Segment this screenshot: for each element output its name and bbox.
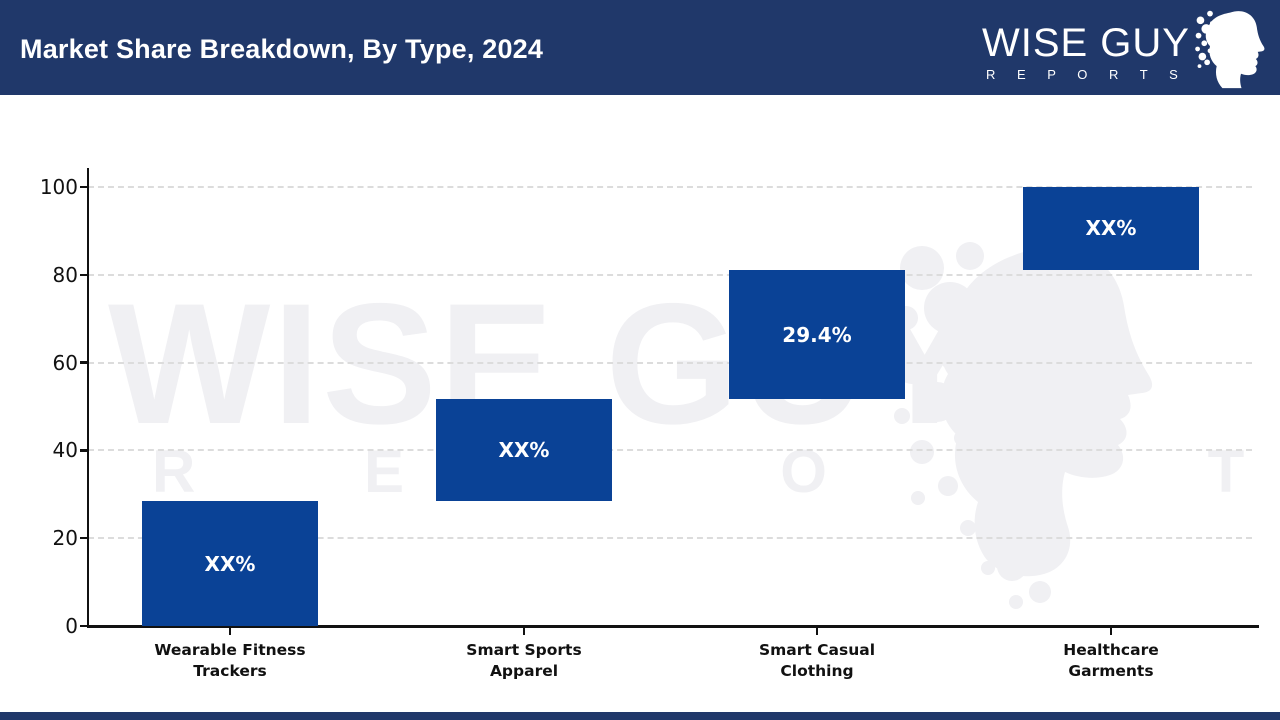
bar-segment: XX% [1023, 187, 1199, 270]
y-gridline [88, 361, 1252, 364]
wiseguy-face-icon [1195, 10, 1265, 89]
y-tick-label: 80 [52, 262, 78, 287]
y-gridline [88, 273, 1252, 276]
x-axis-line [86, 625, 1259, 628]
y-gridline [88, 537, 1252, 540]
bar-segment: 29.4% [729, 269, 905, 400]
header-bar: Market Share Breakdown, By Type, 2024 WI… [0, 0, 1280, 95]
y-gridline [88, 449, 1252, 452]
wiseguy-logo-text: WISE GUY R E P O R T S [982, 22, 1190, 82]
y-tick-mark [80, 185, 88, 189]
x-tick-mark [228, 627, 232, 635]
y-tick-label: 60 [52, 350, 78, 375]
y-tick-mark [80, 361, 88, 364]
logo-reports-text: R E P O R T S [985, 67, 1187, 82]
page-title: Market Share Breakdown, By Type, 2024 [20, 34, 544, 64]
category-label: Smart Sports Apparel [466, 641, 582, 680]
x-tick-mark [815, 627, 819, 635]
y-tick-mark [80, 537, 88, 540]
bar-segment: XX% [142, 501, 318, 626]
wiseguy-logo: WISE GUY R E P O R T S [982, 6, 1270, 90]
y-tick-label: 100 [39, 175, 78, 199]
y-tick-label: 20 [52, 526, 78, 551]
logo-wordmark: WISE GUY [981, 21, 1190, 65]
watermark-face-icon [894, 242, 1153, 609]
category-label: Smart Casual Clothing [758, 641, 876, 680]
y-gridline [88, 186, 1252, 188]
y-tick-mark [80, 624, 88, 628]
category-label: Wearable Fitness Trackers [154, 641, 306, 680]
category-label: Healthcare Garments [1063, 641, 1159, 680]
y-tick-mark [80, 273, 88, 276]
bar-value-label: XX% [204, 551, 256, 576]
y-tick-label: 40 [52, 438, 78, 463]
bar-value-label: XX% [1085, 216, 1137, 241]
x-tick-mark [522, 627, 526, 635]
y-tick-mark [80, 449, 88, 452]
bar-value-label: 29.4% [782, 322, 852, 347]
y-axis-line [86, 168, 90, 628]
footer-bar [0, 712, 1280, 720]
bar-value-label: XX% [498, 438, 550, 463]
bar-segment: XX% [436, 399, 612, 502]
y-tick-label: 0 [65, 614, 78, 638]
x-tick-mark [1109, 627, 1113, 635]
